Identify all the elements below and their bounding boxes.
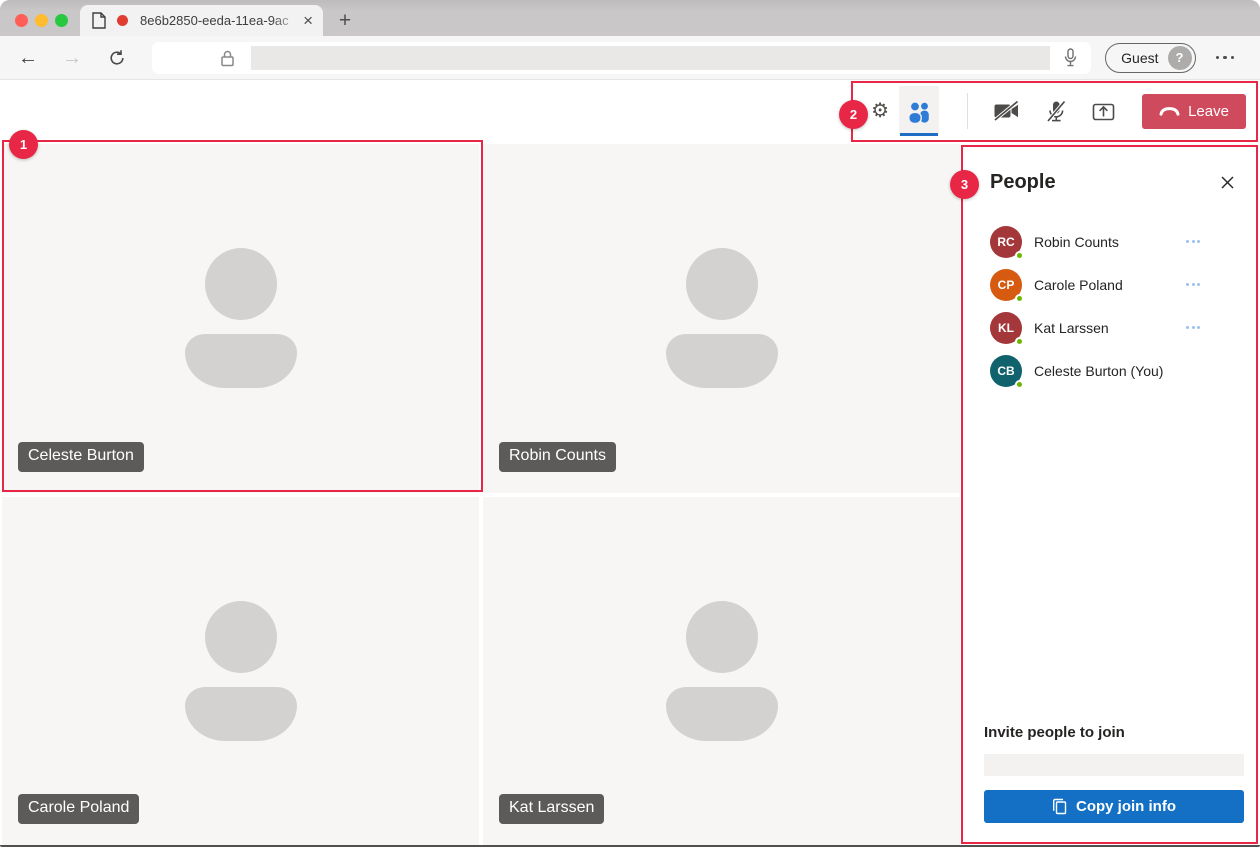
avatar-placeholder-icon <box>665 600 778 741</box>
video-tile[interactable]: Carole Poland <box>2 496 479 845</box>
video-tile[interactable]: Celeste Burton <box>2 144 479 493</box>
recording-dot-icon <box>117 15 128 26</box>
avatar-placeholder-icon <box>184 248 297 389</box>
window-close-icon[interactable] <box>15 14 28 27</box>
copy-join-info-label: Copy join info <box>1076 798 1176 815</box>
settings-gear-icon[interactable]: ⚙ <box>871 100 889 122</box>
annotation-badge-3: 3 <box>950 170 979 199</box>
reload-icon[interactable] <box>108 49 126 67</box>
annotation-badge-1: 1 <box>9 130 38 159</box>
people-panel-title: People <box>990 171 1056 193</box>
meeting-toolbar: ⚙ <box>0 80 1260 142</box>
address-bar[interactable] <box>152 41 1092 74</box>
browser-menu-icon[interactable] <box>1215 55 1234 60</box>
lock-icon[interactable] <box>220 49 235 67</box>
avatar: KL <box>990 311 1024 346</box>
new-tab-button[interactable]: + <box>338 8 352 32</box>
window-zoom-icon[interactable] <box>55 14 68 27</box>
meeting-content: Celeste Burton Robin Counts Carole Polan… <box>0 142 1260 847</box>
participant-name: Celeste Burton (You) <box>1034 362 1164 379</box>
people-icon <box>907 100 932 123</box>
participant-name: Carole Poland <box>1034 276 1123 293</box>
tab-close-icon[interactable]: × <box>303 11 313 30</box>
participant-name-label: Carole Poland <box>18 794 140 824</box>
participant-row[interactable]: CB Celeste Burton (You) <box>962 349 1260 392</box>
participant-name: Kat Larssen <box>1034 319 1109 336</box>
avatar: RC <box>990 225 1024 260</box>
window-bottom-edge <box>0 845 1260 847</box>
guest-avatar-icon: ? <box>1167 45 1192 70</box>
participant-name-label: Kat Larssen <box>499 794 605 824</box>
copy-join-info-button[interactable]: Copy join info <box>984 790 1244 823</box>
camera-off-icon[interactable] <box>993 100 1020 122</box>
video-grid: Celeste Burton Robin Counts Carole Polan… <box>0 142 962 847</box>
voice-search-mic-icon[interactable] <box>1064 48 1077 67</box>
browser-nav-bar: ← → Guest ? <box>0 36 1260 80</box>
leave-button[interactable]: Leave <box>1142 93 1246 129</box>
forward-icon: → <box>62 46 82 69</box>
participant-name: Robin Counts <box>1034 233 1119 250</box>
window-minimize-icon[interactable] <box>35 14 48 27</box>
page-favicon-icon <box>92 12 106 29</box>
presence-available-icon <box>1015 336 1024 346</box>
avatar-placeholder-icon <box>184 600 297 741</box>
participant-name-label: Robin Counts <box>499 441 616 472</box>
guest-label: Guest <box>1121 49 1159 66</box>
presence-available-icon <box>1015 250 1024 260</box>
browser-tab[interactable]: 8e6b2850-eeda-11ea-9ac × <box>80 5 323 36</box>
participant-menu-icon[interactable] <box>1186 326 1200 329</box>
video-tile[interactable]: Robin Counts <box>483 144 960 493</box>
mic-off-icon[interactable] <box>1045 99 1067 123</box>
close-panel-icon[interactable] <box>1217 172 1238 193</box>
traffic-lights <box>15 14 68 27</box>
annotation-badge-2: 2 <box>839 100 868 129</box>
browser-tab-bar: 8e6b2850-eeda-11ea-9ac × + <box>0 0 1260 36</box>
participant-menu-icon[interactable] <box>1186 240 1200 243</box>
avatar: CB <box>990 354 1024 389</box>
avatar: CP <box>990 268 1024 303</box>
participant-row[interactable]: KL Kat Larssen <box>962 306 1260 349</box>
invite-heading: Invite people to join <box>984 724 1125 741</box>
participant-row[interactable]: CP Carole Poland <box>962 263 1260 306</box>
avatar-placeholder-icon <box>665 248 778 389</box>
participant-name-label: Celeste Burton <box>18 441 144 472</box>
presence-available-icon <box>1015 379 1024 389</box>
presence-available-icon <box>1015 293 1024 303</box>
copy-icon <box>1052 798 1067 815</box>
guest-profile-button[interactable]: Guest ? <box>1105 42 1196 73</box>
leave-button-label: Leave <box>1188 102 1229 120</box>
toolbar-divider <box>967 93 968 129</box>
video-tile[interactable]: Kat Larssen <box>483 496 960 845</box>
invite-link-field[interactable] <box>984 754 1244 776</box>
tab-title: 8e6b2850-eeda-11ea-9ac <box>140 13 289 28</box>
toggle-people-panel-button[interactable] <box>899 86 939 136</box>
people-panel: People RC Robin Counts CP Caro <box>962 142 1260 847</box>
invite-section: Invite people to join Copy join info <box>984 724 1244 823</box>
participant-menu-icon[interactable] <box>1186 283 1200 286</box>
back-icon[interactable]: ← <box>18 46 38 69</box>
share-screen-icon[interactable] <box>1092 101 1115 122</box>
participant-row[interactable]: RC Robin Counts <box>962 220 1260 263</box>
url-input[interactable] <box>251 45 1051 70</box>
participant-list: RC Robin Counts CP Carole Poland KL <box>962 220 1260 392</box>
hang-up-phone-icon <box>1159 106 1180 116</box>
